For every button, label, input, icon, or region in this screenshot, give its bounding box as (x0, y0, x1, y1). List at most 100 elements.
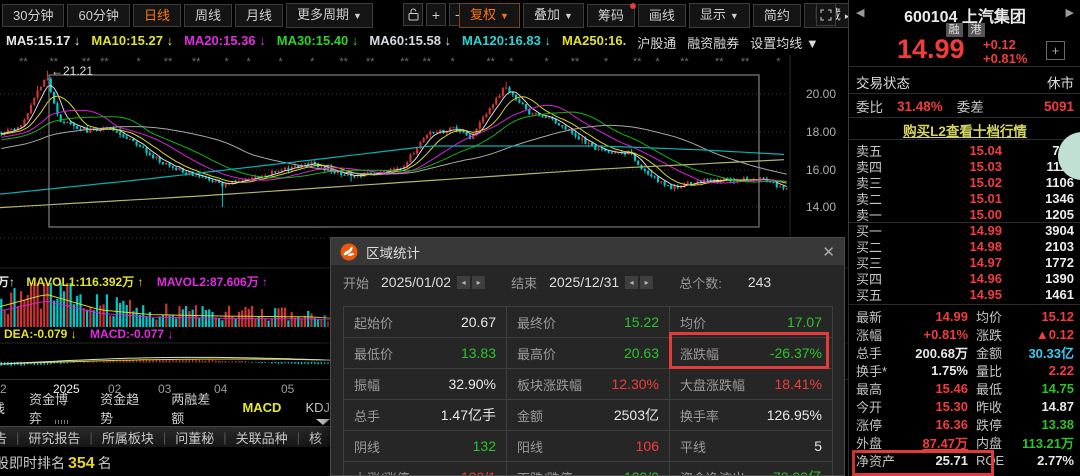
order-volume: 1461 (1045, 286, 1074, 302)
order-book-row[interactable]: 卖二 15.01 1346 (849, 190, 1080, 207)
period-tab-月线[interactable]: 月线 (234, 4, 283, 27)
mavol1-arrow: ↑ (137, 275, 144, 289)
svg-text:**: ** (633, 56, 642, 68)
ma-link-沪股通[interactable]: 沪股通 (637, 36, 677, 51)
indicator-tab-线[interactable]: 线 (0, 398, 5, 417)
period-tabs: 30分钟 60分钟 日线 周线 月线 更多周期 ▼ (2, 3, 373, 28)
indicator-tab-两融差额[interactable]: 两融差额 (171, 391, 211, 426)
stat-cell-label: 起始价 (354, 315, 394, 331)
svg-text:*: * (655, 56, 660, 68)
stat-label: 昨收 (976, 399, 1003, 415)
period-tab-更多周期[interactable]: 更多周期 ▼ (285, 3, 373, 28)
order-book-row[interactable]: 买二 14.98 2103 (849, 238, 1080, 255)
order-book-row[interactable]: 买五 14.95 1461 (849, 286, 1080, 303)
info-tab-关联品种[interactable]: 关联品种 (235, 430, 288, 446)
start-date-stepper: ◂ ▸ (457, 275, 486, 289)
stat-cell-label: 阳线 (517, 439, 544, 455)
stat-value: 113.21万 (1021, 435, 1074, 451)
tool-button-复权[interactable]: 复权 ▼ (459, 3, 520, 28)
svg-text:*: * (310, 56, 315, 68)
x-tick: 03 (158, 382, 172, 396)
collapse-arrow-icon[interactable] (316, 419, 330, 425)
stat-cell-value: 126.95% (766, 407, 822, 423)
tool-button-筹码[interactable]: 筹码 (586, 3, 636, 27)
tab-separator: | (296, 429, 301, 445)
svg-text:**: ** (82, 56, 91, 68)
step-fwd-icon[interactable]: ▸ (472, 275, 486, 289)
prev-stock-arrow[interactable]: ◀ (856, 7, 865, 19)
stat-cell-换手率: 换手率 126.95% (670, 400, 833, 431)
stat-value: 87.47万 (922, 435, 968, 451)
order-book-row[interactable]: 买一 14.99 3904 (849, 222, 1080, 239)
stat-value: +0.81% (923, 326, 968, 342)
indicator-tab-资金博弈[interactable]: 资金博弈 (29, 391, 69, 426)
order-book-row[interactable]: 卖一 15.00 1205 (849, 206, 1080, 223)
step-back-icon[interactable]: ◂ (625, 275, 639, 289)
order-price: 15.01 (969, 190, 1002, 206)
stat-cell-value: 20.63 (623, 345, 659, 361)
stat-cell-value: 18.41% (774, 376, 822, 392)
indicator-tab-资金趋势[interactable]: 资金趋势 (100, 391, 140, 426)
order-price: 14.96 (969, 270, 1002, 286)
weibi-value: 31.48% (897, 98, 943, 114)
stat-cell-value: 17.07 (786, 314, 822, 330)
svg-text:**: ** (715, 56, 724, 68)
ma-link-融资融券[interactable]: 融资融券 (687, 36, 740, 51)
stat-cell-value: 13.83 (460, 345, 496, 361)
period-tab-周线[interactable]: 周线 (183, 4, 232, 27)
info-tab-研究报告[interactable]: 研究报告 (28, 430, 81, 446)
stat-label: 涨跌 (976, 327, 1003, 343)
macd-labels: DEA:-0.079 ↓ MACD:-0.077 ↓ (2, 327, 173, 341)
fullscreen-icon[interactable] (816, 3, 836, 26)
stat-row: 总手 200.68万 金额 30.33亿 (849, 343, 1080, 361)
stat-cell-下跌/跌停: 下跌/跌停 129/0 (507, 462, 670, 475)
end-date-value[interactable]: 2025/12/31 (549, 274, 620, 290)
step-fwd-icon[interactable]: ▸ (640, 275, 654, 289)
period-tab-30分钟[interactable]: 30分钟 (2, 4, 65, 27)
indicator-tab-KDJ[interactable]: KDJ (305, 400, 330, 415)
period-tab-日线[interactable]: 日线 (132, 4, 181, 27)
close-icon[interactable]: ✕ (822, 243, 835, 261)
order-volume: 1205 (1045, 206, 1074, 222)
floating-assistant-button[interactable] (1058, 132, 1080, 180)
info-tab-所属板块[interactable]: 所属板块 (101, 430, 154, 446)
tool-button-画线[interactable]: 画线 (637, 4, 686, 27)
stat-cell-label: 最低价 (354, 346, 394, 362)
add-to-watchlist-button[interactable]: + (1046, 41, 1065, 60)
stat-table-row: 起始价 20.67 最终价 15.22 均价 17.07 (344, 307, 833, 338)
stat-cell-label: 平线 (680, 439, 707, 455)
stat-row: 最高 15.46 最低 14.75 (849, 379, 1080, 397)
stat-value: 14.75 (1041, 380, 1074, 396)
splitter-grip-icon[interactable] (55, 420, 69, 424)
order-book-row[interactable]: 卖三 15.02 1106 (849, 174, 1080, 191)
stat-value: 15.46 (935, 380, 968, 396)
info-tab-问董秘[interactable]: 问董秘 (175, 430, 215, 446)
stat-cell-上涨/涨停: 上涨/涨停 129/1 (344, 462, 507, 475)
stat-cell-label: 阴线 (354, 439, 381, 455)
order-book-row[interactable]: 买四 14.96 1390 (849, 270, 1080, 287)
indicator-tab-MACD[interactable]: MACD (242, 400, 282, 415)
l2-quotes-link[interactable]: 购买L2查看十档行情 (903, 124, 1027, 139)
stat-cell-振幅: 振幅 32.90% (344, 369, 507, 400)
tool-button-显示[interactable]: 显示 ▼ (688, 3, 750, 28)
rank-suffix: 名 (97, 455, 112, 471)
next-stock-arrow[interactable]: ▶ (1065, 7, 1074, 19)
tool-button-叠加[interactable]: 叠加 ▼ (522, 3, 584, 28)
stat-value: 15.12 (1041, 308, 1074, 324)
x-tick: 2 (0, 382, 7, 396)
start-date-value[interactable]: 2025/01/02 (381, 274, 452, 290)
step-back-icon[interactable]: ◂ (457, 275, 471, 289)
info-tab-核[interactable]: 核 (309, 430, 323, 446)
tool-button-简约[interactable]: 简约 (752, 4, 801, 27)
pane-splitter[interactable] (0, 418, 330, 425)
order-book-row[interactable]: 买三 14.97 1772 (849, 254, 1080, 271)
order-price: 14.99 (969, 222, 1002, 238)
stat-label: 净资产 (856, 453, 896, 469)
zoom-in-button[interactable]: + (426, 3, 446, 26)
divider (849, 93, 1080, 94)
ma-link-设置均线[interactable]: 设置均线 ▼ (750, 36, 819, 51)
period-tab-60分钟[interactable]: 60分钟 (67, 4, 130, 27)
region-selection-box[interactable] (48, 74, 760, 228)
lock-icon[interactable] (403, 3, 423, 26)
info-tab-告[interactable]: 告 (0, 428, 7, 447)
